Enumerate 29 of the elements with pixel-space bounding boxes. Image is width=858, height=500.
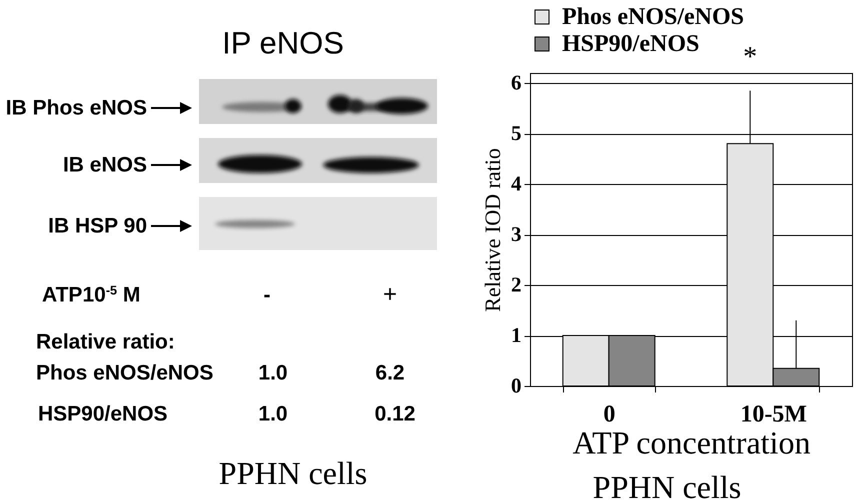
legend-label: Phos eNOS/eNOS <box>562 4 744 30</box>
text: - <box>264 284 270 306</box>
y-tick-label: 4 <box>511 172 522 196</box>
y-tick-label: 2 <box>511 272 522 297</box>
y-axis-title: Relative IOD ratio <box>480 148 505 312</box>
y-tick-label: 6 <box>511 70 522 95</box>
y-tick-label: 1 <box>511 323 522 348</box>
text: PPHN cells <box>592 469 742 500</box>
y-tick-label: 5 <box>511 121 522 146</box>
text: Relative ratio: <box>36 330 175 354</box>
text: IB HSP 90 <box>48 214 147 238</box>
text: HSP90/eNOS <box>38 402 168 426</box>
text: 1.0 <box>258 362 288 384</box>
text: IB Phos eNOS <box>6 96 147 120</box>
text: 0.12 <box>374 402 416 426</box>
text: 6.2 <box>375 362 405 384</box>
x-tick-label: 10-5M <box>740 402 807 428</box>
legend-label: HSP90/eNOS <box>562 31 700 57</box>
text: ATP10$^{-5}$ M <box>42 284 140 306</box>
x-axis-title: ATP concentration <box>572 424 810 460</box>
annotation: * <box>743 42 758 73</box>
text: 1.0 <box>258 402 288 426</box>
text: Phos eNOS/eNOS <box>36 362 214 384</box>
text: + <box>382 281 398 308</box>
y-tick-label: 0 <box>511 374 522 398</box>
y-tick-label: 3 <box>511 222 522 246</box>
text: PPHN cells <box>218 455 368 491</box>
text: IB eNOS <box>62 154 147 176</box>
text: IP eNOS <box>222 26 344 60</box>
